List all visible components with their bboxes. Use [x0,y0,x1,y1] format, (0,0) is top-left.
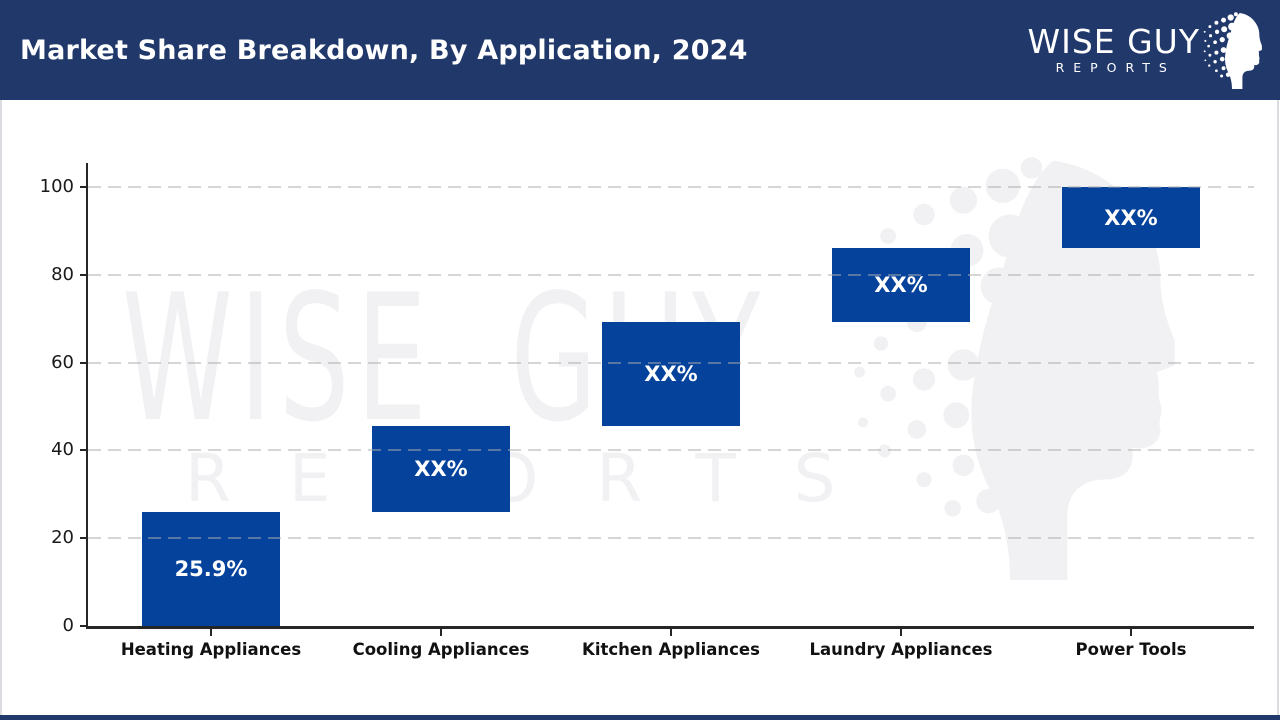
header-bar: Market Share Breakdown, By Application, … [0,0,1280,100]
category-label: Cooling Appliances [352,640,530,659]
y-tick [80,625,88,627]
chart-title: Market Share Breakdown, By Application, … [20,34,748,66]
y-tick-label: 80 [51,263,74,285]
bar-value-label: XX% [874,273,928,298]
x-axis-line [85,626,1254,629]
bar-value-label: XX% [414,457,468,482]
bar-value-label: XX% [1104,205,1158,230]
y-tick-label: 100 [39,176,74,197]
left-edge-line [0,100,2,715]
y-tick [80,361,88,364]
y-tick-label: 20 [51,527,74,549]
bar-power-tools: XX% [1062,187,1200,249]
x-tick [440,628,442,636]
right-edge-line [1277,100,1279,715]
gridline-80 [88,273,1254,276]
gridline-100 [88,186,1254,188]
category-label: Heating Appliances [120,640,302,659]
category-label: Laundry Appliances [809,640,993,659]
bar-cooling-appliances: XX% [372,426,510,513]
logo-face-icon [1202,11,1262,89]
y-tick-label: 0 [62,615,74,636]
y-tick [80,537,88,540]
logo-text: WISE GUY REPORTS [1027,21,1200,76]
logo-subtext: REPORTS [1055,60,1176,76]
x-tick [1130,628,1132,636]
footer-bar [0,715,1280,720]
gridline-40 [88,449,1254,452]
x-tick [900,628,902,636]
y-axis-line [85,163,88,628]
y-tick [80,449,88,452]
gridline-20 [88,537,1254,540]
category-label: Kitchen Appliances [582,640,760,659]
y-tick [80,186,88,188]
wiseguy-logo: WISE GUY REPORTS [1027,11,1262,89]
bar-value-label: XX% [644,362,698,387]
category-label: Power Tools [1075,640,1187,659]
x-tick [210,628,212,636]
y-tick [80,273,88,276]
watermark-subtext: REPORTS [185,440,894,517]
bar-value-label: 25.9% [174,557,248,582]
bar-heating-appliances: 25.9% [142,512,280,626]
y-tick-label: 40 [51,439,74,461]
y-tick-label: 60 [51,351,74,373]
gridline-60 [88,361,1254,364]
x-tick [670,628,672,636]
bar-kitchen-appliances: XX% [602,322,740,427]
logo-wordmark: WISE GUY [1027,21,1200,61]
bar-laundry-appliances: XX% [832,248,970,323]
